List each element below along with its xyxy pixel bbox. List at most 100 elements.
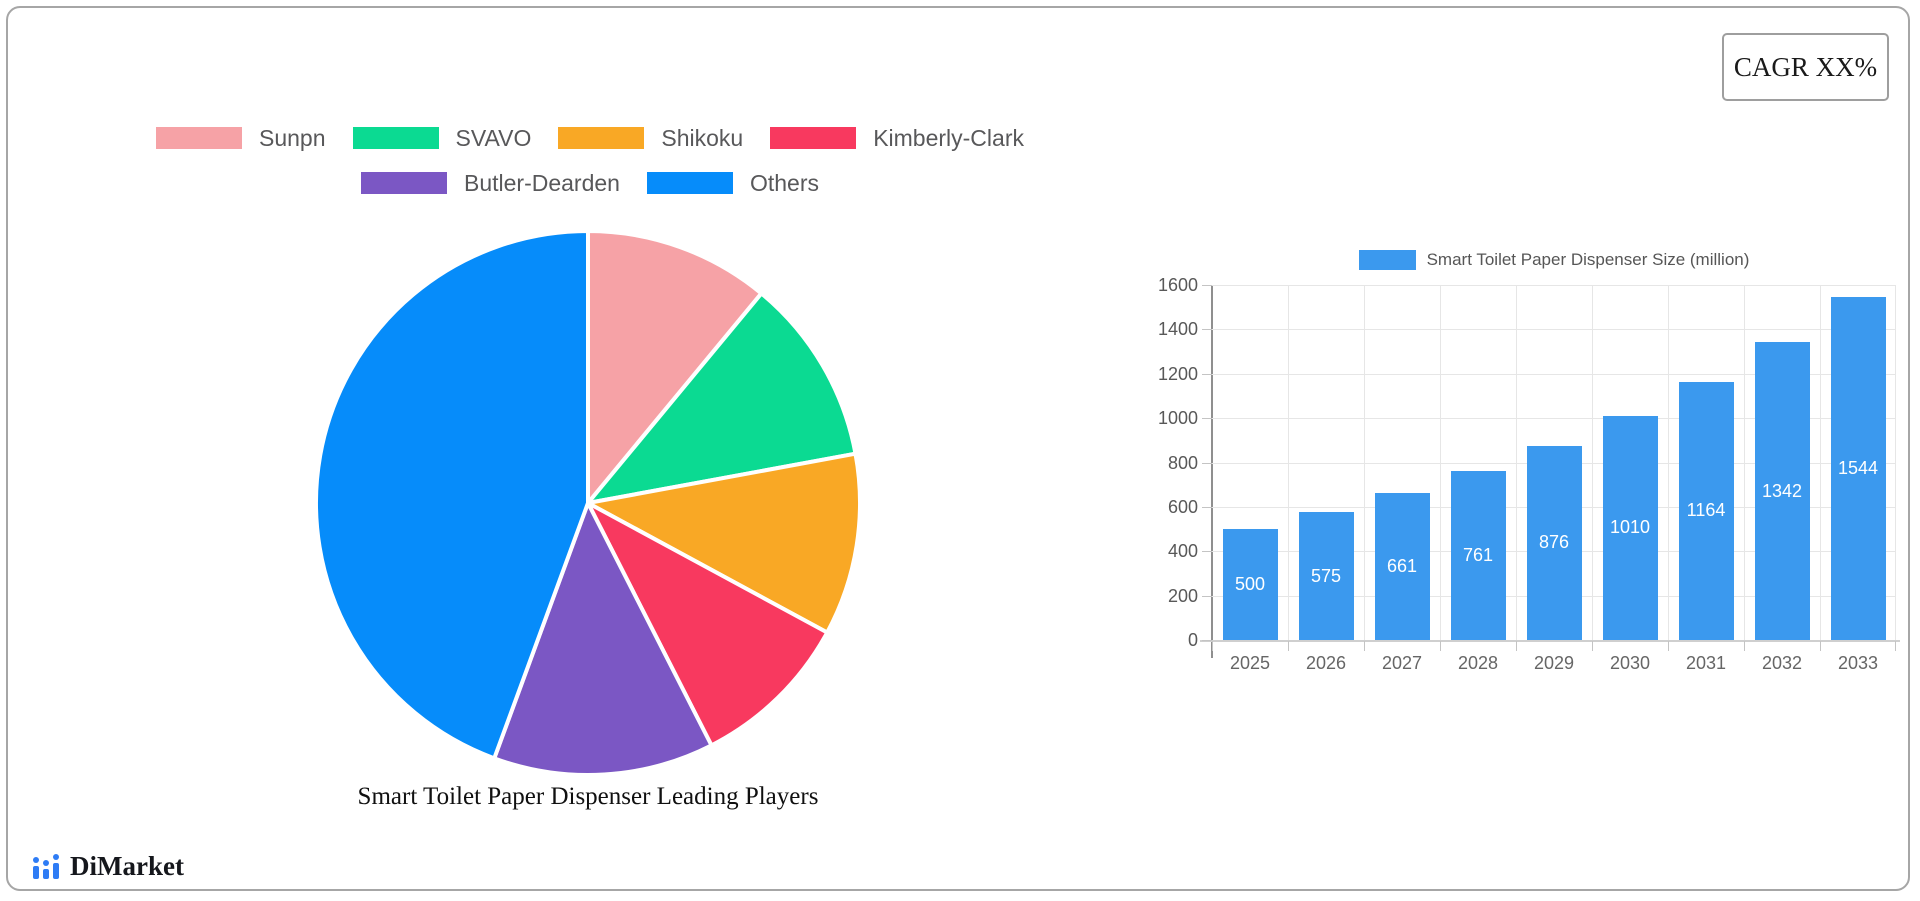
y-tick-label: 0 [1187,630,1198,650]
legend-swatch-kimberly-clark [770,127,857,149]
y-tick-label: 800 [1167,452,1198,473]
legend-swatch-sunpn [156,127,242,149]
v-gridline [1440,285,1441,640]
pie-chart-title: Smart Toilet Paper Dispenser Leading Pla… [357,783,819,810]
legend-label-sunpn: Sunpn [259,125,326,151]
bar-value-label: 1342 [1761,480,1803,501]
v-gridline [1668,285,1669,640]
legend-label-shikoku: Shikoku [661,125,744,151]
bar-legend-swatch [1358,250,1416,270]
x-tick-label-2027: 2027 [1381,653,1423,673]
bar-2026[interactable]: 575 [1298,512,1354,640]
x-tick [1440,641,1441,651]
y-tick [1202,418,1212,420]
legend-swatch-svavo [352,127,439,149]
pie-legend-item-sunpn[interactable]: Sunpn [156,122,326,154]
pie-legend-item-shikoku[interactable]: Shikoku [558,122,743,154]
y-tick [1202,551,1212,553]
x-tick-label-2033: 2033 [1837,653,1879,673]
y-tick [1202,595,1212,597]
pie-slice-butler-dearden[interactable] [492,501,714,777]
x-tick [1592,641,1593,651]
legend-swatch-others [646,172,733,194]
x-tick [1744,641,1745,651]
legend-label-others: Others [749,170,819,196]
v-gridline [1288,285,1289,640]
x-tick [1288,641,1289,651]
y-tick [1202,285,1212,286]
y-tick-label: 600 [1167,496,1198,517]
bar-2028[interactable]: 761 [1450,471,1506,640]
bar-legend[interactable]: Smart Toilet Paper Dispenser Size (milli… [1212,248,1896,272]
x-tick-label-2029: 2029 [1533,653,1575,673]
bar-value-label: 761 [1462,545,1494,566]
pie-slice-shikoku[interactable] [586,451,862,635]
v-gridline [1516,285,1517,640]
x-tick-label-2030: 2030 [1609,653,1651,673]
x-tick-label-2031: 2031 [1685,653,1727,673]
bar-2029[interactable]: 876 [1526,445,1582,640]
bar-value-label: 575 [1310,565,1342,586]
x-tick-label-2028: 2028 [1457,653,1499,673]
x-tick-label-2032: 2032 [1761,653,1803,673]
bar-value-label: 661 [1386,556,1418,577]
h-gridline [1212,329,1896,331]
y-tick [1202,506,1212,508]
legend-label-kimberly-clark: Kimberly-Clark [873,125,1024,151]
bar-value-label: 1164 [1686,500,1726,521]
y-tick [1202,329,1212,331]
y-tick [1202,462,1212,464]
cagr-badge: CAGR XX% [1722,33,1889,101]
bar-chart-logo-icon [33,854,59,879]
x-tick-label-2026: 2026 [1305,653,1347,673]
brand-name: DiMarket [70,850,184,881]
bar-2030[interactable]: 1010 [1602,415,1658,640]
bar-2031[interactable]: 1164 [1678,381,1734,640]
legend-swatch-butler-dearden [361,172,447,194]
x-tick-label-2025: 2025 [1229,653,1271,673]
h-gridline [1212,373,1896,375]
pie-slice-others[interactable] [314,229,590,761]
bar-2025[interactable]: 500 [1222,529,1278,640]
cagr-label: CAGR XX% [1733,51,1878,82]
y-axis-line [1211,285,1213,658]
bar-legend-label: Smart Toilet Paper Dispenser Size (milli… [1426,250,1750,269]
pie-legend-item-svavo[interactable]: SVAVO [352,122,532,154]
bar-value-label: 500 [1234,574,1266,595]
pie-legend-item-butler-dearden[interactable]: Butler-Dearden [361,167,620,199]
bar-2033[interactable]: 1544 [1830,297,1886,640]
y-tick-label: 1400 [1157,319,1198,340]
x-tick [1820,641,1821,651]
pie-slice-kimberly-clark[interactable] [586,501,830,748]
v-gridline [1895,285,1896,640]
x-tick [1895,641,1896,651]
x-tick [1516,641,1517,651]
pie-legend: Sunpn SVAVO Shikoku Kimberly-Clark Butler-De… [40,122,1140,199]
y-tick-label: 200 [1167,585,1198,606]
pie-slice-svavo[interactable] [586,291,858,505]
x-axis-line [1200,640,1900,642]
x-tick [1364,641,1365,651]
pie-chart [314,229,862,777]
bar-chart: 0 200 400 600 800 1000 1200 1400 1600 500 2025 575 2… [1158,275,1900,673]
y-tick [1202,640,1212,641]
h-gridline [1212,285,1896,286]
v-gridline [1744,285,1745,640]
bar-2032[interactable]: 1342 [1754,342,1810,640]
brand-footer: DiMarket [30,850,184,882]
legend-label-butler-dearden: Butler-Dearden [464,170,620,196]
pie-legend-item-kimberly-clark[interactable]: Kimberly-Clark [770,122,1024,154]
y-tick-label: 1000 [1157,408,1198,429]
y-tick-label: 1600 [1157,275,1198,295]
y-tick-label: 400 [1167,541,1198,562]
legend-label-svavo: SVAVO [455,125,532,151]
v-gridline [1820,285,1821,640]
y-tick [1202,373,1212,375]
bar-value-label: 876 [1538,532,1570,553]
v-gridline [1592,285,1593,640]
pie-slice-sunpn[interactable] [586,229,764,505]
pie-legend-item-others[interactable]: Others [646,167,819,199]
bar-2027[interactable]: 661 [1374,493,1430,640]
legend-swatch-shikoku [558,127,645,149]
bar-value-label: 1544 [1837,458,1879,479]
